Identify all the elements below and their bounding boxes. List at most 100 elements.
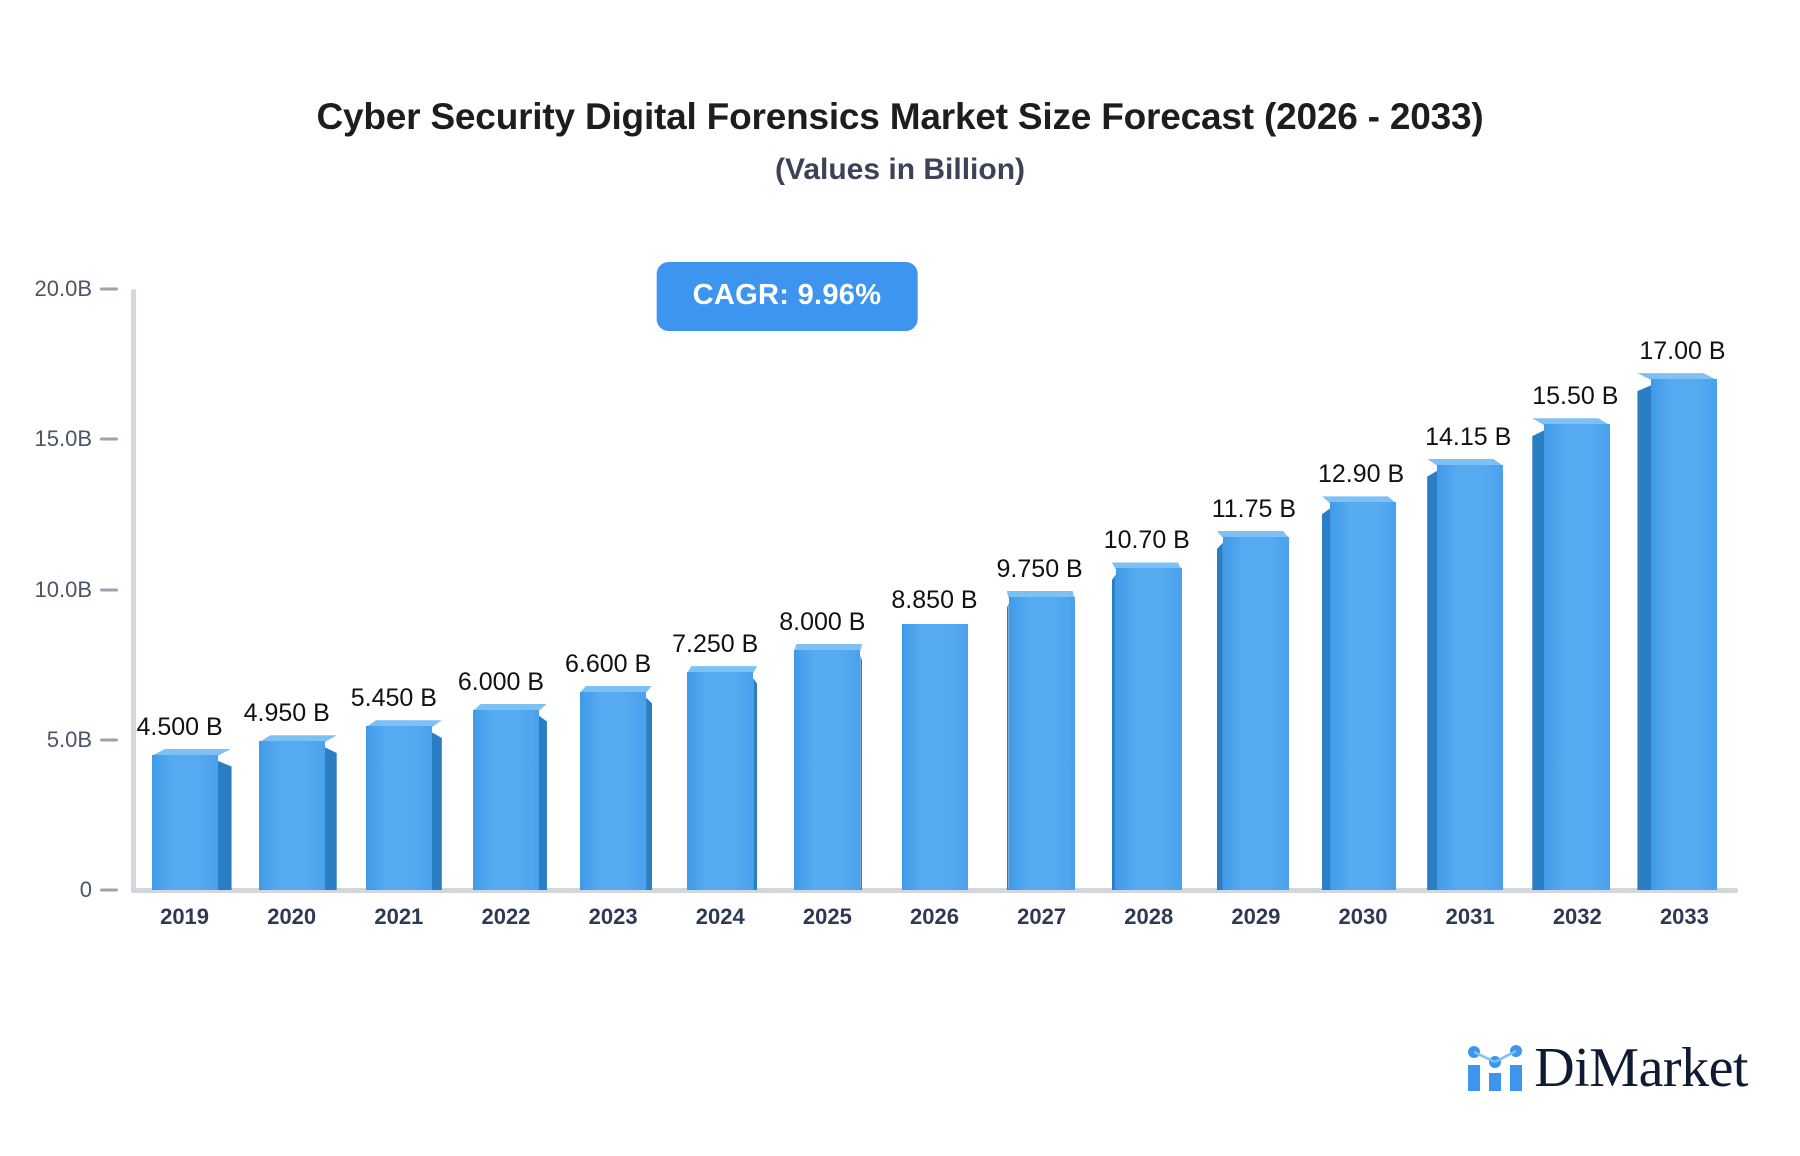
y-axis-tick-mark [100, 287, 118, 291]
bar-front-face [472, 709, 539, 890]
x-axis-tick-label: 2026 [910, 904, 959, 929]
bar-front-face [687, 672, 754, 890]
bar-top-face [687, 666, 758, 674]
y-axis-tick-label: 15.0B [34, 426, 93, 452]
bar-front-face [1651, 379, 1718, 890]
bar-front-face [1437, 464, 1504, 890]
y-axis-tick-label: 0 [79, 877, 92, 902]
bar[interactable]: 8.000 B [779, 608, 865, 890]
logo-text: DiMarket [1534, 1037, 1748, 1099]
bar-value-label: 5.450 B [350, 684, 437, 713]
bar-side-face [1322, 508, 1331, 890]
x-axis-tick-label: 2027 [1017, 904, 1067, 929]
title-block: Cyber Security Digital Forensics Market … [0, 96, 1800, 187]
bar[interactable]: 10.70 B [1104, 526, 1190, 890]
bar-side-face [1427, 470, 1438, 890]
y-axis-tick-label: 5.0B [46, 726, 92, 752]
bar-value-label: 6.000 B [457, 667, 545, 696]
page-title: Cyber Security Digital Forensics Market … [316, 96, 1484, 137]
bar-front-face [580, 691, 647, 890]
bar-front-face [794, 649, 861, 890]
bar-side-face [860, 655, 863, 890]
bar-front-face [1222, 536, 1289, 890]
bar[interactable]: 7.250 B [672, 630, 758, 890]
bar-top-face [1637, 373, 1718, 381]
bar[interactable]: 15.50 B [1532, 382, 1618, 890]
bar-side-face [753, 678, 758, 890]
bar[interactable]: 9.750 B [997, 555, 1083, 890]
chart-subtitle: (Values in Billion) [774, 152, 1026, 186]
bar-top-face [258, 735, 337, 743]
bar-value-label: 10.70 B [1103, 526, 1190, 555]
dimarket-logo: DiMarket [1466, 1040, 1748, 1096]
bar[interactable]: 6.000 B [458, 668, 547, 890]
bar[interactable]: 4.500 B [136, 713, 232, 890]
bar-value-label: 17.00 B [1639, 337, 1726, 366]
bar-value-label: 12.90 B [1317, 460, 1405, 489]
x-axis-tick-label: 2033 [1659, 904, 1709, 929]
bar-value-label: 15.50 B [1532, 382, 1619, 411]
y-axis-tick-mark [100, 588, 118, 591]
y-axis-tick-label: 20.0B [34, 276, 93, 301]
bar-front-face [901, 624, 968, 890]
bar-top-face [151, 748, 232, 756]
y-axis-tick-mark [100, 888, 118, 892]
bar-value-label: 9.750 B [996, 555, 1083, 584]
x-axis-tick-label: 2020 [267, 904, 317, 929]
bar-value-label: 14.15 B [1425, 422, 1512, 451]
bar-side-face [1111, 574, 1116, 890]
bar-top-face [1006, 591, 1075, 599]
bar[interactable]: 5.450 B [351, 684, 442, 890]
x-axis-tick-label: 2023 [588, 904, 638, 929]
y-axis-tick-mark [100, 437, 118, 441]
bar-value-label: 11.75 B [1211, 494, 1297, 523]
bar-value-label: 4.500 B [136, 712, 223, 741]
bar[interactable]: 6.600 B [565, 650, 653, 890]
bar[interactable]: 17.00 B [1637, 337, 1726, 890]
bar-side-face [324, 747, 337, 890]
bar-top-face [580, 685, 653, 693]
bar-value-label: 8.850 B [891, 586, 978, 615]
bar-value-label: 7.250 B [672, 630, 759, 659]
y-axis-tick-label: 10.0B [34, 576, 93, 602]
x-axis-tick-label: 2022 [481, 904, 531, 929]
x-axis-tick-label: 2019 [160, 904, 210, 929]
bar-top-face [365, 720, 442, 728]
bar-value-label: 6.600 B [565, 649, 652, 678]
bar-value-label: 4.950 B [243, 699, 330, 728]
x-axis-tick-label: 2028 [1124, 904, 1174, 929]
bar-front-face [1544, 424, 1611, 890]
bar-front-face [365, 726, 432, 890]
bar[interactable]: 11.75 B [1212, 495, 1296, 890]
x-axis-tick-label: 2029 [1231, 904, 1281, 929]
bar-top-face [472, 703, 547, 711]
bar-front-face [1008, 597, 1075, 890]
bar-side-face [1216, 542, 1223, 890]
bar-side-face [1532, 430, 1545, 890]
bar-side-face [538, 715, 547, 890]
x-axis-line [131, 888, 1738, 893]
x-axis-tick-label: 2021 [374, 904, 424, 929]
bar-value-label: 8.000 B [779, 607, 866, 636]
bars-container: 4.500 B 4.950 B 5.450 B 6.000 B 6.600 B 7.250… [131, 289, 1738, 890]
x-axis-tick-label: 2025 [802, 904, 852, 929]
bar-side-face [1006, 603, 1009, 890]
bar-top-face [1216, 530, 1289, 538]
bar[interactable]: 12.90 B [1318, 460, 1404, 890]
bar[interactable]: 4.950 B [244, 699, 337, 890]
bar-front-face [1330, 502, 1397, 890]
bar-top-face [1322, 496, 1397, 504]
x-axis-tick-label: 2024 [695, 904, 745, 929]
bar-chart-logo-icon [1468, 1045, 1523, 1091]
bar-top-face [1111, 562, 1182, 570]
y-axis-line [131, 289, 136, 890]
y-axis-tick-mark [100, 738, 118, 742]
bar-side-face [217, 760, 232, 890]
x-axis-tick-label: 2032 [1552, 904, 1602, 929]
bar-front-face [151, 754, 218, 890]
bar[interactable]: 14.15 B [1425, 423, 1511, 890]
bar-front-face [1115, 568, 1182, 890]
bar-top-face [1427, 458, 1504, 466]
bar[interactable]: 8.850 B [891, 586, 978, 890]
